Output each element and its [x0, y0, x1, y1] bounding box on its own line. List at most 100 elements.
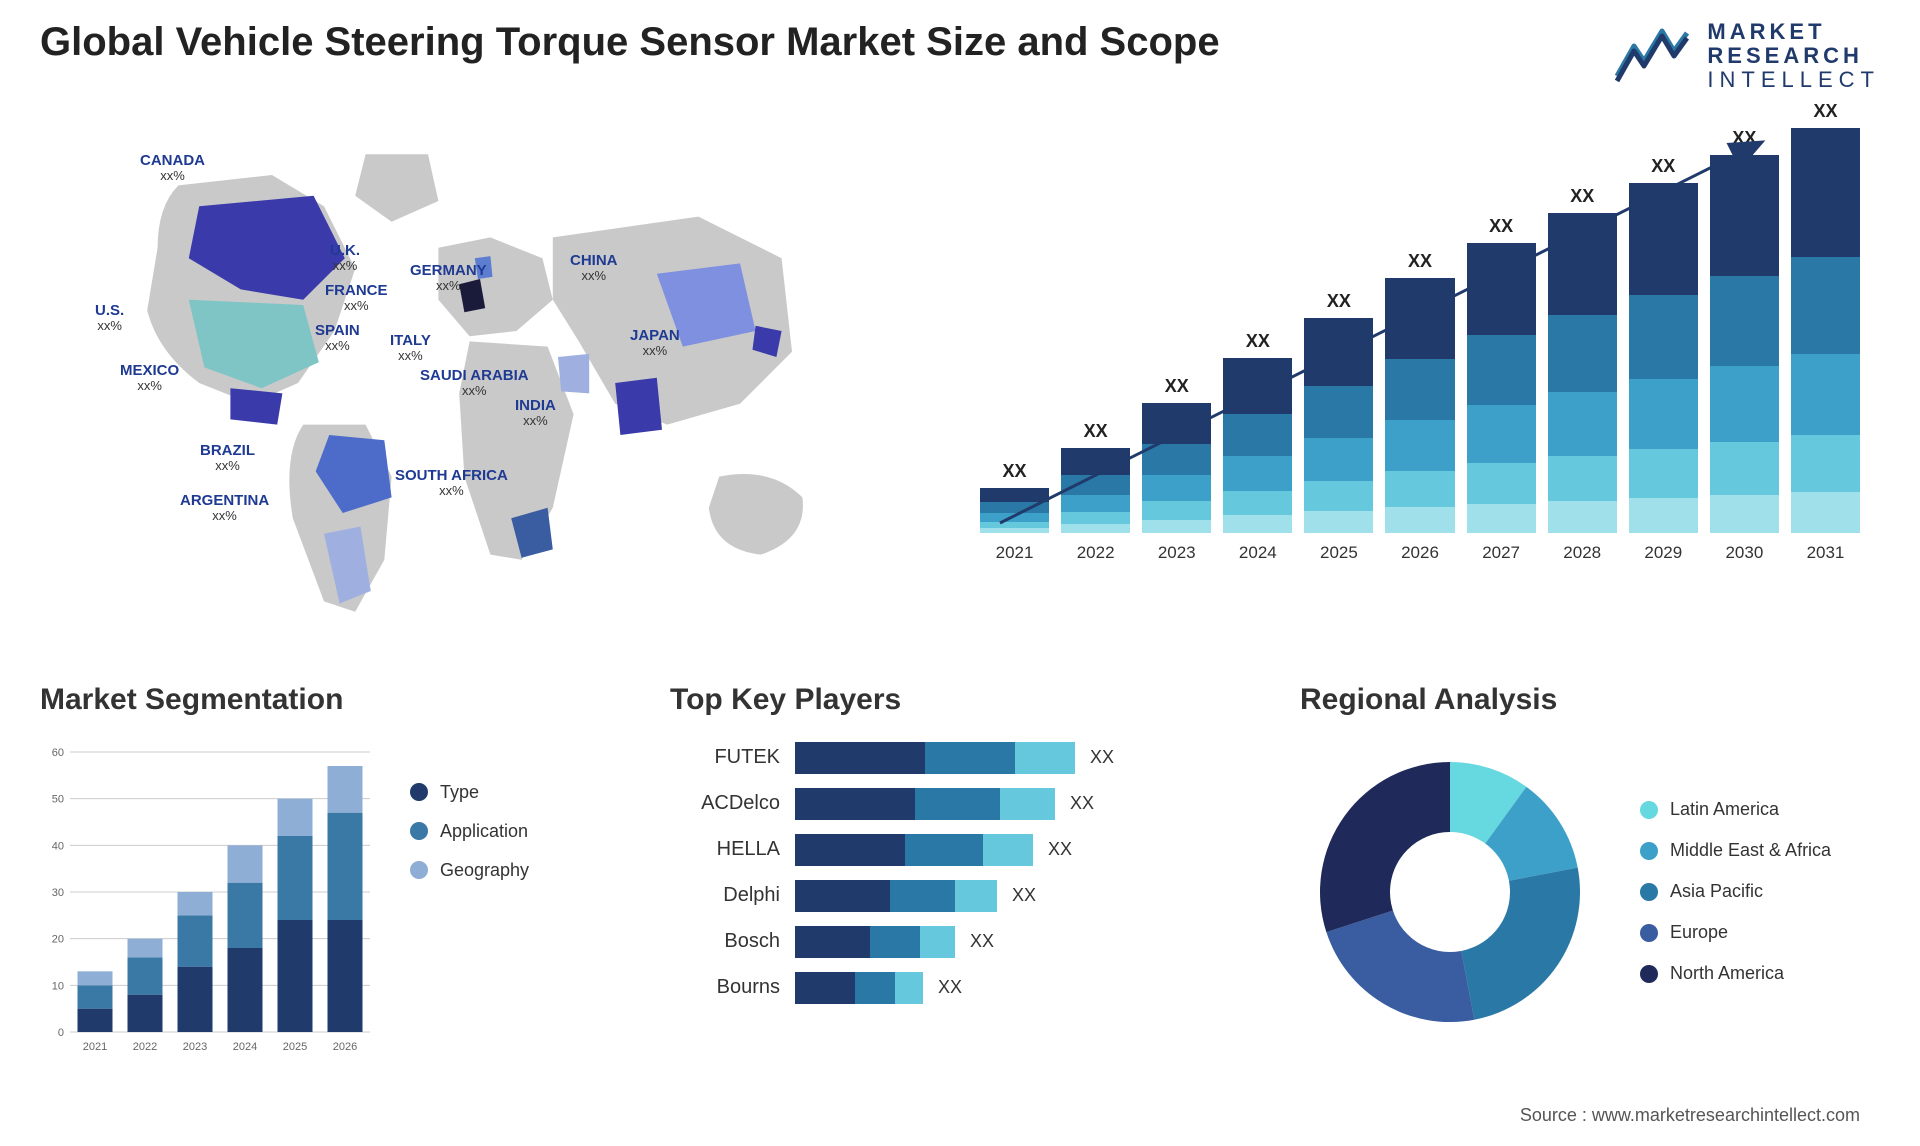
forecast-year-label: 2031: [1807, 543, 1845, 563]
brand-logo: MARKET RESEARCH INTELLECT: [1612, 20, 1880, 93]
forecast-value-label: XX: [1408, 251, 1432, 272]
forecast-year-label: 2021: [996, 543, 1034, 563]
legend-item: Geography: [410, 860, 529, 881]
forecast-year-label: 2026: [1401, 543, 1439, 563]
map-label: CANADAxx%: [140, 153, 205, 184]
map-label: JAPANxx%: [630, 328, 680, 359]
forecast-year-label: 2030: [1725, 543, 1763, 563]
svg-text:20: 20: [52, 933, 64, 945]
player-row: ACDelco XX: [670, 788, 1250, 820]
svg-text:2022: 2022: [133, 1041, 157, 1053]
forecast-bar: XX 2027: [1467, 216, 1536, 563]
forecast-year-label: 2028: [1563, 543, 1601, 563]
source-attribution: Source : www.marketresearchintellect.com: [1520, 1105, 1860, 1126]
page-title: Global Vehicle Steering Torque Sensor Ma…: [40, 20, 1220, 65]
forecast-value-label: XX: [1813, 101, 1837, 122]
forecast-bar: XX 2025: [1304, 291, 1373, 563]
forecast-bar: XX 2031: [1791, 101, 1860, 563]
svg-text:2023: 2023: [183, 1041, 207, 1053]
player-value: XX: [970, 931, 994, 952]
map-label: INDIAxx%: [515, 398, 556, 429]
forecast-year-label: 2029: [1644, 543, 1682, 563]
map-label: ITALYxx%: [390, 333, 431, 364]
legend-item: Latin America: [1640, 799, 1831, 820]
forecast-value-label: XX: [1003, 461, 1027, 482]
map-label: U.K.xx%: [330, 243, 360, 274]
forecast-year-label: 2023: [1158, 543, 1196, 563]
player-value: XX: [1090, 747, 1114, 768]
player-value: XX: [1070, 793, 1094, 814]
segmentation-title: Market Segmentation: [40, 683, 620, 717]
legend-item: Type: [410, 782, 529, 803]
legend-item: Middle East & Africa: [1640, 840, 1831, 861]
legend-item: North America: [1640, 963, 1831, 984]
forecast-value-label: XX: [1084, 421, 1108, 442]
player-row: BoschXX: [670, 926, 1250, 958]
segmentation-chart: 0102030405060202120222023202420252026: [40, 742, 380, 1062]
forecast-value-label: XX: [1489, 216, 1513, 237]
forecast-value-label: XX: [1327, 291, 1351, 312]
map-label: BRAZILxx%: [200, 443, 255, 474]
world-map-panel: CANADAxx% U.S.xx% MEXICOxx% BRAZILxx% ARGENT…: [40, 123, 920, 643]
player-value: XX: [1012, 885, 1036, 906]
svg-text:30: 30: [52, 887, 64, 899]
forecast-year-label: 2024: [1239, 543, 1277, 563]
svg-text:0: 0: [58, 1027, 64, 1039]
logo-text-3: INTELLECT: [1707, 68, 1880, 92]
forecast-bar: XX 2021: [980, 461, 1049, 563]
player-label: Delphi: [670, 884, 780, 907]
player-row: Delphi XX: [670, 880, 1250, 912]
legend-item: Europe: [1640, 922, 1831, 943]
map-label: SOUTH AFRICAxx%: [395, 468, 508, 499]
svg-text:2024: 2024: [233, 1041, 257, 1053]
forecast-bar: XX 2030: [1710, 128, 1779, 563]
regional-panel: Regional Analysis Latin AmericaMiddle Ea…: [1300, 683, 1880, 1083]
svg-text:60: 60: [52, 747, 64, 759]
player-row: FUTEK XX: [670, 742, 1250, 774]
players-title: Top Key Players: [670, 683, 1250, 717]
svg-text:2026: 2026: [333, 1041, 357, 1053]
forecast-value-label: XX: [1570, 186, 1594, 207]
legend-item: Asia Pacific: [1640, 881, 1831, 902]
svg-text:2021: 2021: [83, 1041, 107, 1053]
player-label: ACDelco: [670, 792, 780, 815]
map-label: GERMANYxx%: [410, 263, 487, 294]
forecast-bar: XX 2028: [1548, 186, 1617, 563]
player-label: FUTEK: [670, 746, 780, 769]
svg-text:10: 10: [52, 980, 64, 992]
forecast-bar: XX 2026: [1385, 251, 1454, 563]
forecast-value-label: XX: [1732, 128, 1756, 149]
forecast-chart-panel: XX2021XX2022XX2023XX2024XX2025XX2026XX20…: [960, 123, 1880, 643]
forecast-year-label: 2025: [1320, 543, 1358, 563]
forecast-bar: XX2022: [1061, 421, 1130, 563]
player-label: HELLA: [670, 838, 780, 861]
player-row: HELLA XX: [670, 834, 1250, 866]
map-label: U.S.xx%: [95, 303, 124, 334]
segmentation-panel: Market Segmentation 01020304050602021202…: [40, 683, 620, 1083]
forecast-year-label: 2027: [1482, 543, 1520, 563]
player-row: Bourns XX: [670, 972, 1250, 1004]
forecast-value-label: XX: [1165, 376, 1189, 397]
map-label: FRANCExx%: [325, 283, 388, 314]
player-value: XX: [1048, 839, 1072, 860]
forecast-bar: XX 2029: [1629, 156, 1698, 563]
logo-text-1: MARKET: [1707, 20, 1880, 44]
forecast-value-label: XX: [1246, 331, 1270, 352]
regional-donut-chart: [1300, 742, 1600, 1042]
map-label: SAUDI ARABIAxx%: [420, 368, 529, 399]
svg-text:2025: 2025: [283, 1041, 307, 1053]
logo-text-2: RESEARCH: [1707, 44, 1880, 68]
svg-text:40: 40: [52, 840, 64, 852]
map-label: ARGENTINAxx%: [180, 493, 269, 524]
forecast-value-label: XX: [1651, 156, 1675, 177]
forecast-bar: XX 2023: [1142, 376, 1211, 563]
players-panel: Top Key Players FUTEKXXACDelcoXXHELLAXXD…: [670, 683, 1250, 1083]
map-label: SPAINxx%: [315, 323, 360, 354]
player-value: XX: [938, 977, 962, 998]
forecast-bar: XX 2024: [1223, 331, 1292, 563]
segmentation-legend: Type Application Geography: [410, 742, 529, 1062]
map-label: MEXICOxx%: [120, 363, 179, 394]
legend-item: Application: [410, 821, 529, 842]
player-label: Bourns: [670, 976, 780, 999]
regional-legend: Latin America Middle East & Africa Asia Pa…: [1640, 799, 1831, 984]
